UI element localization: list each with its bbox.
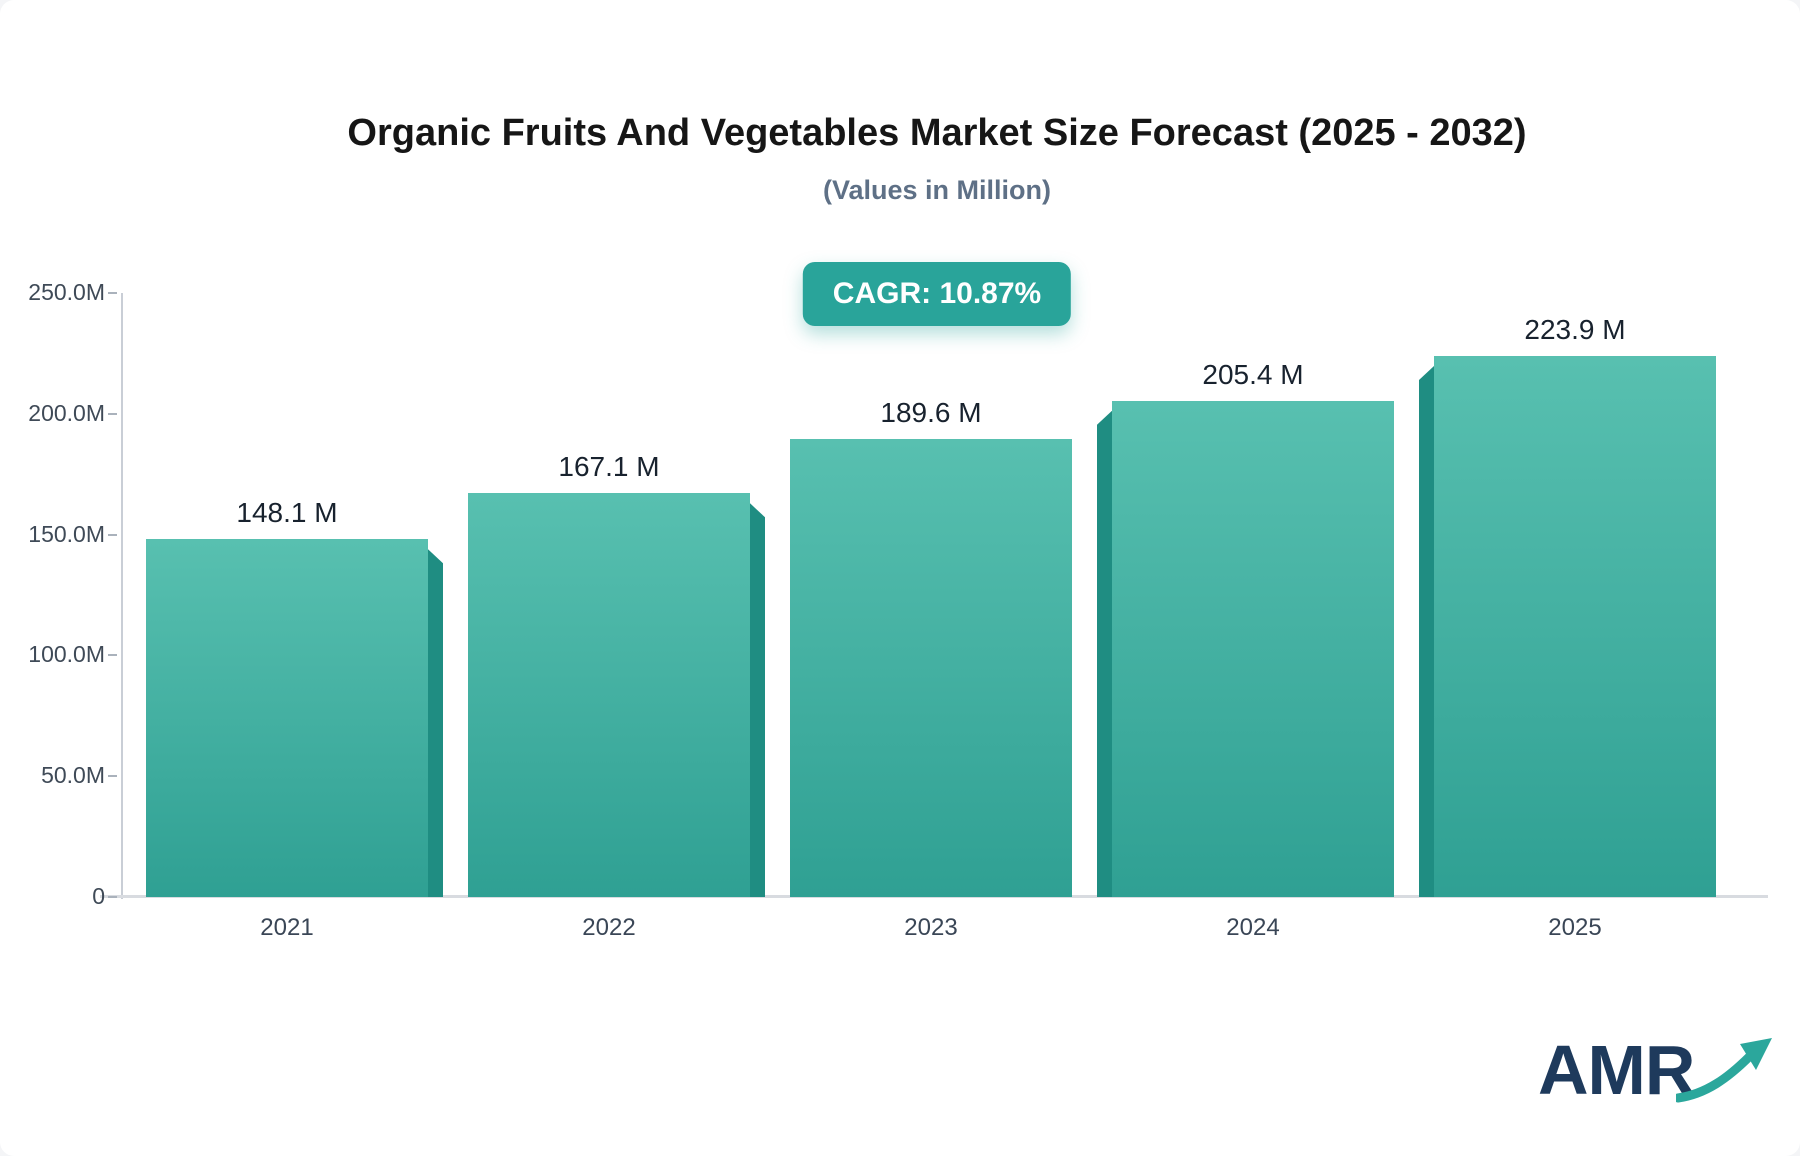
y-tick-label: 50.0M (41, 762, 105, 789)
bar-value-label: 205.4 M (1202, 358, 1304, 390)
x-tick-label: 2024 (1226, 914, 1280, 941)
bar-value-label: 148.1 M (236, 497, 338, 529)
y-tick-mark (108, 775, 117, 778)
y-tick-mark (108, 896, 117, 898)
bar-2023 (790, 438, 1072, 897)
bar-side-face (1097, 410, 1112, 897)
growth-arrow-icon (1676, 1038, 1772, 1103)
x-tick-label: 2022 (582, 914, 636, 941)
bar-2021 (146, 539, 443, 897)
y-tick-label: 200.0M (28, 399, 105, 426)
chart-subtitle: (Values in Million) (822, 175, 1052, 205)
y-tick-mark (108, 412, 117, 415)
bar-side-face (1419, 366, 1434, 897)
y-tick-mark (108, 533, 117, 536)
x-tick-label: 2021 (260, 914, 314, 941)
logo-text: AMR (1538, 1031, 1695, 1109)
bar-2022 (468, 493, 765, 897)
y-tick-label: 250.0M (28, 279, 105, 305)
logo: AMR (1538, 1020, 1772, 1120)
bar-2025 (1419, 356, 1716, 897)
cagr-badge: CAGR: 10.87% (802, 262, 1072, 326)
bar-value-label: 189.6 M (880, 396, 982, 428)
x-tick-label: 2025 (1548, 914, 1602, 941)
bar-side-face (428, 549, 443, 897)
y-tick-label: 150.0M (28, 520, 105, 547)
chart-title: Organic Fruits And Vegetables Market Siz… (347, 112, 1527, 154)
y-axis-line (121, 293, 123, 899)
y-tick-mark (108, 292, 117, 294)
y-tick-label: 100.0M (28, 641, 105, 668)
bar-2024 (1097, 400, 1394, 897)
bar-side-face (750, 503, 765, 897)
x-tick-label: 2023 (904, 914, 958, 941)
bar-value-label: 167.1 M (558, 451, 660, 483)
y-tick-label: 0 (92, 883, 105, 909)
bar-value-label: 223.9 M (1524, 314, 1626, 346)
y-tick-mark (108, 654, 117, 657)
